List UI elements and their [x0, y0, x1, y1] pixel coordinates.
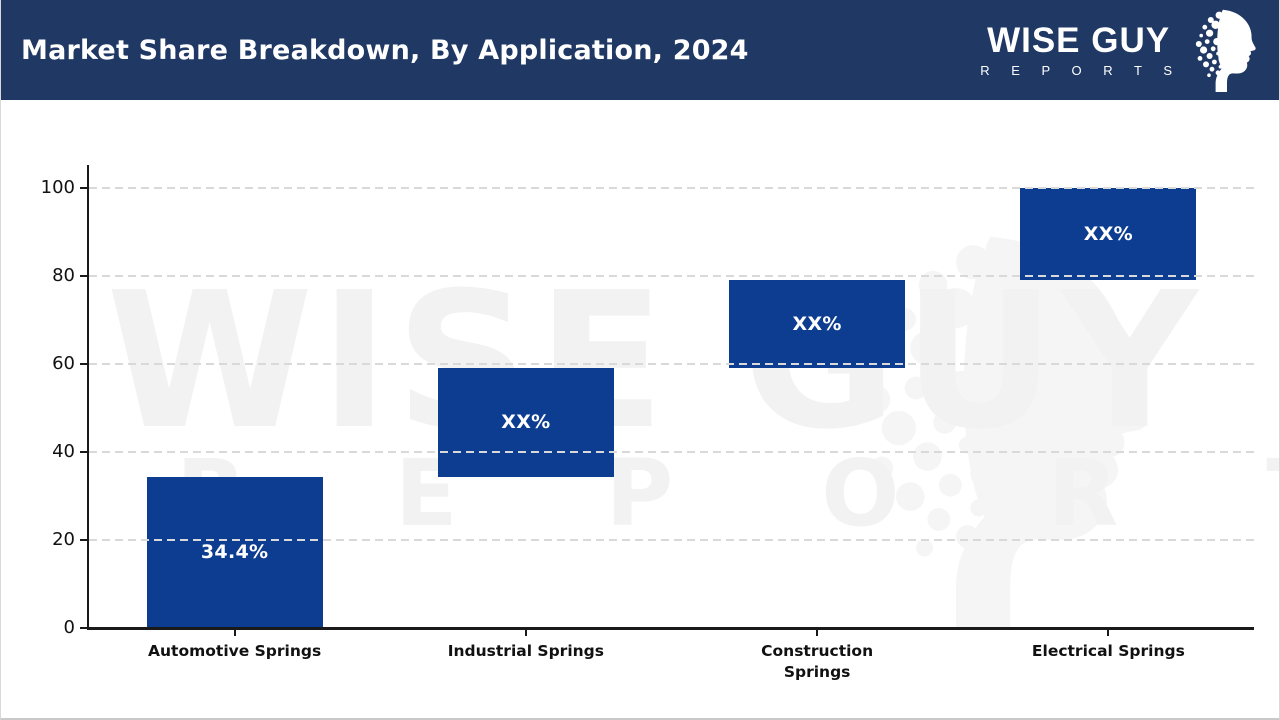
- x-axis-label: Construction Springs: [761, 642, 874, 681]
- gridline: [89, 187, 1254, 189]
- page-title: Market Share Breakdown, By Application, …: [21, 34, 749, 66]
- y-tick-label: 60: [52, 353, 75, 374]
- gridline: [89, 539, 1254, 541]
- y-tick-mark: [80, 539, 87, 541]
- x-axis-line: [87, 627, 1254, 630]
- x-tick-mark: [816, 628, 819, 636]
- gridline: [89, 275, 1254, 277]
- brand-reports-text: R E P O R T S: [980, 63, 1181, 78]
- x-axis-label: Electrical Springs: [1031, 642, 1185, 660]
- brand-wordmark: WISE GUY R E P O R T S: [976, 23, 1181, 77]
- y-tick-mark: [80, 187, 87, 189]
- y-tick-label: 0: [63, 617, 75, 638]
- wise-guy-head-icon: [1195, 9, 1256, 92]
- bar-segment: 34.4%: [146, 476, 323, 628]
- y-tick-label: 100: [40, 177, 75, 198]
- y-tick-mark: [80, 363, 87, 365]
- y-tick-label: 40: [52, 441, 75, 462]
- gridline: [89, 363, 1254, 365]
- y-tick-mark: [80, 275, 87, 277]
- bar-value-label: XX%: [501, 411, 551, 434]
- y-tick-label: 20: [52, 529, 75, 550]
- y-tick-mark: [80, 627, 87, 629]
- bar-segment: XX%: [437, 367, 614, 477]
- x-tick-mark: [233, 628, 236, 636]
- bar-value-label: XX%: [1083, 223, 1133, 246]
- brand-name-text: WISE GUY: [987, 21, 1171, 60]
- gridline: [89, 451, 1254, 453]
- bar-segment: XX%: [729, 280, 906, 368]
- x-tick-mark: [524, 628, 527, 636]
- header-bar: Market Share Breakdown, By Application, …: [1, 0, 1279, 100]
- bar-segment: XX%: [1020, 188, 1197, 281]
- x-axis-label: Industrial Springs: [447, 642, 604, 660]
- brand-logo: WISE GUY R E P O R T S: [976, 8, 1263, 92]
- bar-value-label: XX%: [792, 312, 842, 335]
- x-tick-mark: [1107, 628, 1110, 636]
- bar-value-label: 34.4%: [200, 541, 269, 564]
- y-tick-mark: [80, 451, 87, 453]
- y-tick-label: 80: [52, 265, 75, 286]
- x-axis-label: Automotive Springs: [148, 642, 322, 660]
- y-axis-line: [87, 165, 89, 630]
